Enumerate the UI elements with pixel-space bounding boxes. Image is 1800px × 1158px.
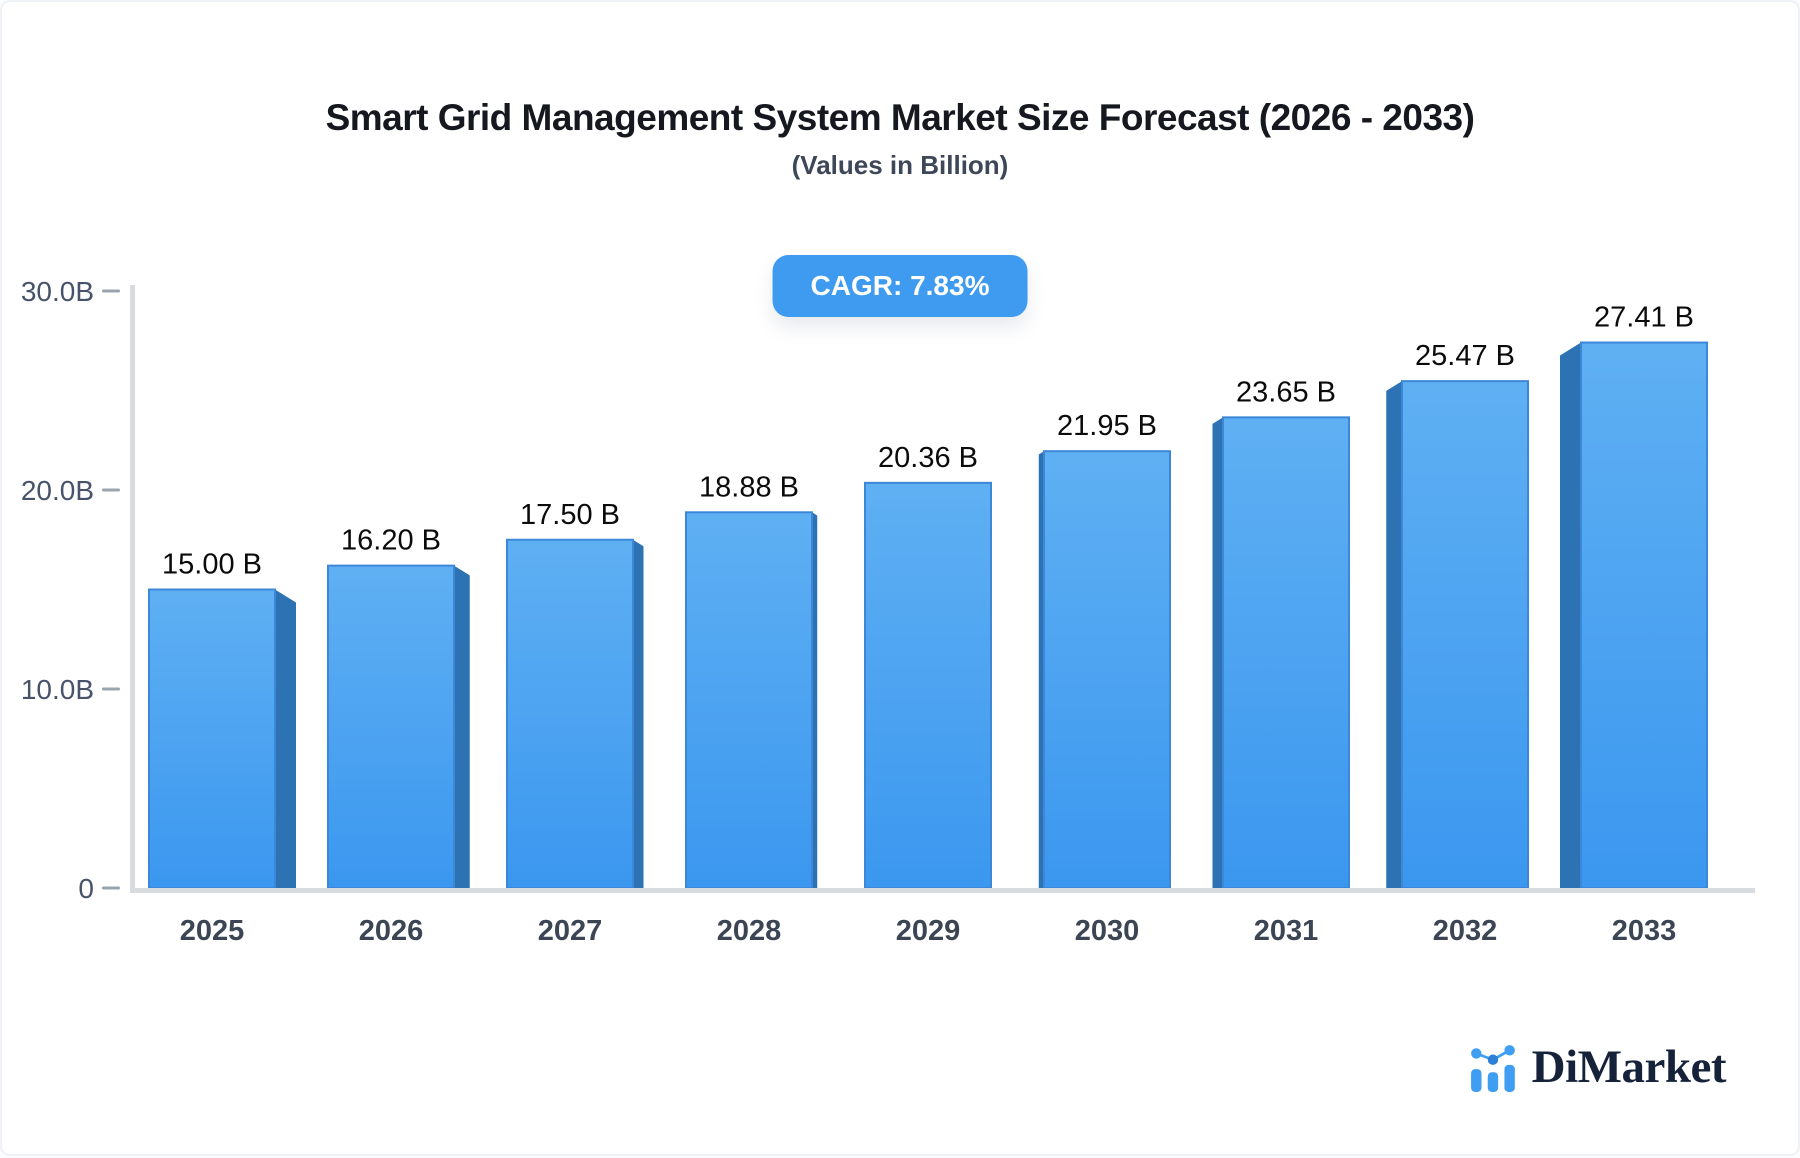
x-axis-label-2031: 2031 (1254, 915, 1319, 947)
cagr-badge: CAGR: 7.83% (772, 255, 1028, 317)
bar-2028: 18.88 B (685, 471, 818, 889)
bar-value-label: 27.41 B (1594, 302, 1694, 334)
bar-value-label: 23.65 B (1236, 376, 1336, 408)
x-axis-label-2025: 2025 (180, 915, 245, 947)
y-axis-tick (102, 488, 120, 492)
bar-front-face (148, 588, 276, 889)
x-axis-label-2028: 2028 (717, 915, 782, 947)
y-axis-tick (102, 886, 120, 890)
bar-chart-logo-icon (1470, 1045, 1515, 1092)
bar-front-face (685, 511, 813, 889)
bar-2025: 15.00 B (148, 549, 296, 889)
bar-side-face (1038, 451, 1044, 888)
bar-front-face (1580, 341, 1708, 889)
chart-title: Smart Grid Management System Market Size… (325, 97, 1475, 138)
x-axis-label-2026: 2026 (359, 915, 424, 947)
bar-front-face (506, 538, 634, 889)
bar-value-label: 17.50 B (520, 499, 620, 531)
bar-side-face (275, 589, 296, 888)
bar-value-label: 18.88 B (699, 471, 799, 503)
chart-subtitle: (Values in Billion) (791, 150, 1009, 180)
bar-value-label: 16.20 B (341, 525, 441, 557)
bar-front-face (1043, 450, 1171, 889)
x-axis-label-2032: 2032 (1433, 915, 1498, 947)
x-axis-label-2030: 2030 (1075, 915, 1140, 947)
y-axis-tick-label: 20.0B (21, 475, 94, 506)
bar-2026: 16.20 B (327, 525, 470, 889)
bar-value-label: 21.95 B (1057, 410, 1157, 442)
bar-front-face (1401, 380, 1529, 889)
x-axis-label-2029: 2029 (896, 915, 961, 947)
bar-value-label: 15.00 B (162, 549, 262, 581)
brand-logo: DiMarket (1469, 1040, 1727, 1094)
y-axis-tick (102, 687, 120, 691)
y-axis-tick-label: 0 (78, 873, 94, 904)
bar-side-face (1560, 342, 1581, 888)
bar-side-face (454, 565, 470, 888)
bar-2027: 17.50 B (506, 499, 644, 889)
bar-side-face (1386, 381, 1402, 888)
bar-front-face (864, 481, 992, 889)
bar-front-face (327, 564, 455, 889)
y-axis-tick-label: 10.0B (21, 674, 94, 705)
bar-value-label: 25.47 B (1415, 340, 1515, 372)
brand-name: DiMarket (1531, 1041, 1727, 1093)
y-axis-line (130, 285, 135, 893)
bar-2032: 25.47 B (1386, 340, 1529, 889)
bar-side-face (812, 512, 818, 888)
bar-2029: 20.36 B (864, 442, 992, 889)
y-axis-tick-label: 30.0B (21, 276, 94, 307)
y-axis-tick (102, 289, 120, 293)
bar-front-face (1222, 416, 1350, 889)
bar-2030: 21.95 B (1038, 410, 1171, 889)
bar-value-label: 20.36 B (878, 442, 978, 474)
bar-side-face (633, 539, 644, 888)
x-axis-label-2027: 2027 (538, 915, 603, 947)
x-axis-line (130, 888, 1755, 893)
x-axis-label-2033: 2033 (1612, 915, 1677, 947)
bar-2033: 27.41 B (1560, 302, 1708, 889)
bar-side-face (1212, 417, 1223, 888)
bar-2031: 23.65 B (1212, 376, 1350, 889)
